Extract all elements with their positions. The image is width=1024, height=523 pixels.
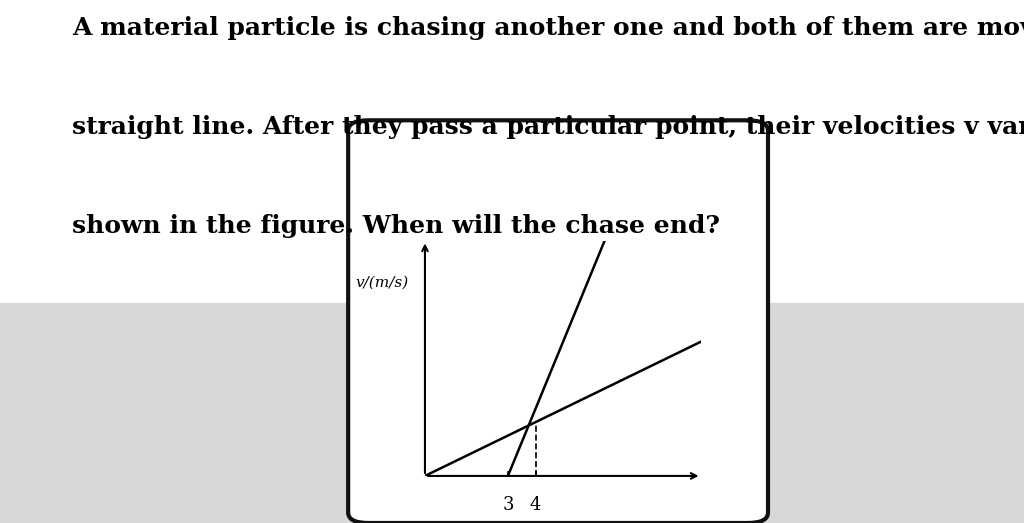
Text: v/(m/s): v/(m/s)	[355, 276, 409, 290]
Text: 4: 4	[529, 496, 542, 514]
Text: 3: 3	[502, 496, 514, 514]
Text: A material particle is chasing another one and both of them are moving on the sa: A material particle is chasing another o…	[72, 16, 1024, 40]
FancyBboxPatch shape	[348, 120, 768, 523]
Text: shown in the figure. When will the chase end?: shown in the figure. When will the chase…	[72, 214, 720, 238]
Text: straight line. After they pass a particular point, their velocities v vary with : straight line. After they pass a particu…	[72, 115, 1024, 139]
